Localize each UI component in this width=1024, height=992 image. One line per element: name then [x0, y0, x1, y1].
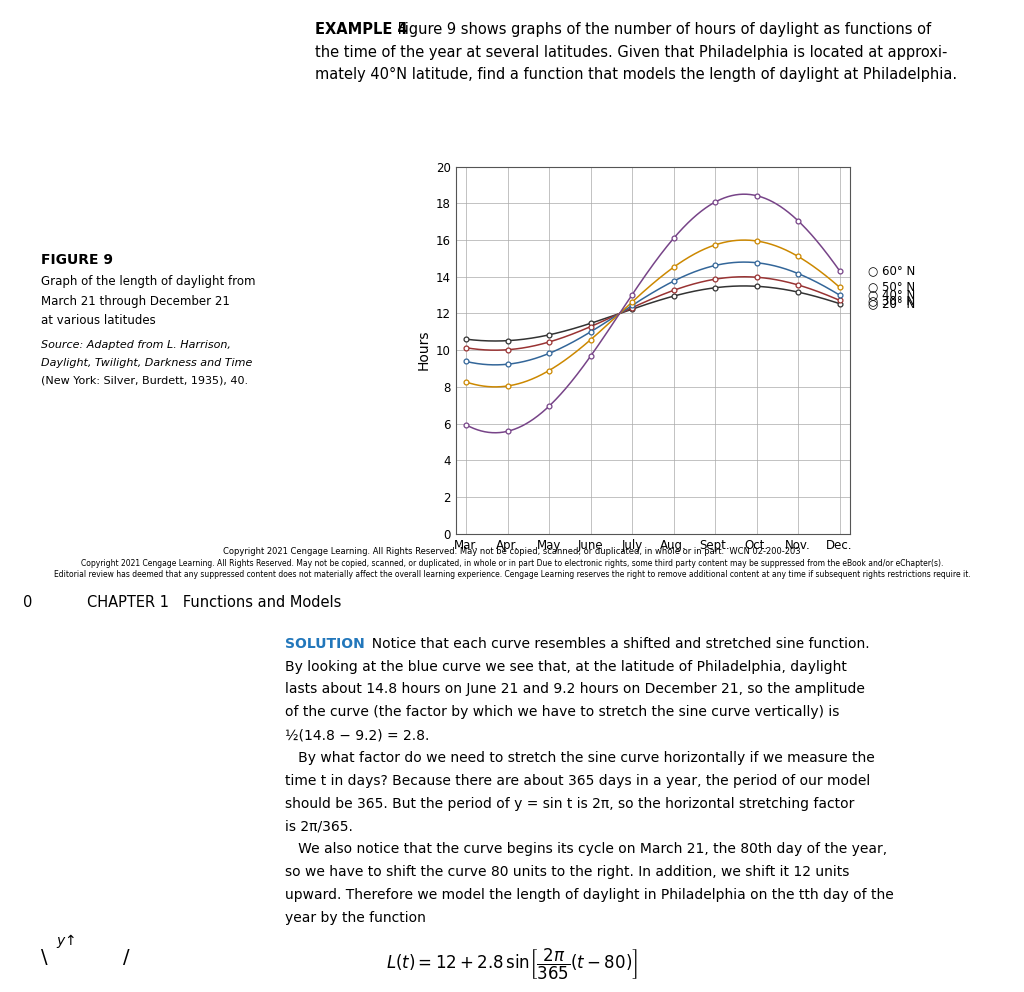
- Text: $L(t) = 12 + 2.8\,\sin\!\left[\dfrac{2\pi}{365}(t - 80)\right]$: $L(t) = 12 + 2.8\,\sin\!\left[\dfrac{2\p…: [386, 947, 638, 982]
- Text: We also notice that the curve begins its cycle on March 21, the 80th day of the : We also notice that the curve begins its…: [285, 842, 887, 856]
- Text: ○ 30° N: ○ 30° N: [868, 294, 915, 307]
- Text: ○ 20° N: ○ 20° N: [868, 298, 915, 310]
- Text: Figure 9 shows graphs of the number of hours of daylight as functions of: Figure 9 shows graphs of the number of h…: [393, 22, 932, 37]
- Text: (New York: Silver, Burdett, 1935), 40.: (New York: Silver, Burdett, 1935), 40.: [41, 376, 248, 386]
- Text: time t in days? Because there are about 365 days in a year, the period of our mo: time t in days? Because there are about …: [285, 774, 870, 788]
- Text: Graph of the length of daylight from: Graph of the length of daylight from: [41, 275, 255, 288]
- Text: SOLUTION: SOLUTION: [285, 637, 365, 651]
- Text: March 21 through December 21: March 21 through December 21: [41, 295, 229, 308]
- Text: 0: 0: [23, 595, 32, 610]
- Text: mately 40°N latitude, find a function that models the length of daylight at Phil: mately 40°N latitude, find a function th…: [315, 67, 957, 82]
- Text: the time of the year at several latitudes. Given that Philadelphia is located at: the time of the year at several latitude…: [315, 45, 948, 60]
- Text: By looking at the blue curve we see that, at the latitude of Philadelphia, dayli: By looking at the blue curve we see that…: [285, 660, 847, 674]
- Text: so we have to shift the curve 80 units to the right. In addition, we shift it 12: so we have to shift the curve 80 units t…: [285, 865, 849, 879]
- Text: of the curve (the factor by which we have to stretch the sine curve vertically) : of the curve (the factor by which we hav…: [285, 705, 839, 719]
- Text: at various latitudes: at various latitudes: [41, 314, 156, 327]
- Text: FIGURE 9: FIGURE 9: [41, 253, 113, 267]
- Text: /: /: [123, 948, 129, 967]
- Text: Copyright 2021 Cengage Learning. All Rights Reserved. May not be copied, scanned: Copyright 2021 Cengage Learning. All Rig…: [81, 559, 943, 568]
- Text: ½(14.8 − 9.2) = 2.8.: ½(14.8 − 9.2) = 2.8.: [285, 728, 429, 742]
- Text: Daylight, Twilight, Darkness and Time: Daylight, Twilight, Darkness and Time: [41, 358, 252, 368]
- Text: ○ 50° N: ○ 50° N: [868, 281, 915, 294]
- Y-axis label: Hours: Hours: [417, 330, 430, 370]
- Text: \: \: [41, 948, 47, 967]
- Text: $y$↑: $y$↑: [56, 932, 76, 950]
- Text: year by the function: year by the function: [285, 911, 426, 925]
- Text: ○ 40° N: ○ 40° N: [868, 289, 915, 302]
- Text: EXAMPLE 4: EXAMPLE 4: [315, 22, 408, 37]
- Text: Copyright 2021 Cengage Learning. All Rights Reserved. May not be copied, scanned: Copyright 2021 Cengage Learning. All Rig…: [223, 547, 801, 556]
- Text: By what factor do we need to stretch the sine curve horizontally if we measure t: By what factor do we need to stretch the…: [285, 751, 874, 765]
- Text: upward. Therefore we model the length of daylight in Philadelphia on the tth day: upward. Therefore we model the length of…: [285, 888, 893, 902]
- Text: Source: Adapted from L. Harrison,: Source: Adapted from L. Harrison,: [41, 340, 230, 350]
- Text: lasts about 14.8 hours on June 21 and 9.2 hours on December 21, so the amplitude: lasts about 14.8 hours on June 21 and 9.…: [285, 682, 864, 696]
- Text: Editorial review has deemed that any suppressed content does not materially affe: Editorial review has deemed that any sup…: [53, 570, 971, 579]
- Text: Notice that each curve resembles a shifted and stretched sine function.: Notice that each curve resembles a shift…: [364, 637, 869, 651]
- Text: ○ 60° N: ○ 60° N: [868, 264, 915, 277]
- Text: CHAPTER 1   Functions and Models: CHAPTER 1 Functions and Models: [87, 595, 341, 610]
- Text: is 2π/365.: is 2π/365.: [285, 819, 352, 833]
- Text: should be 365. But the period of y = sin t is 2π, so the horizontal stretching f: should be 365. But the period of y = sin…: [285, 797, 854, 810]
